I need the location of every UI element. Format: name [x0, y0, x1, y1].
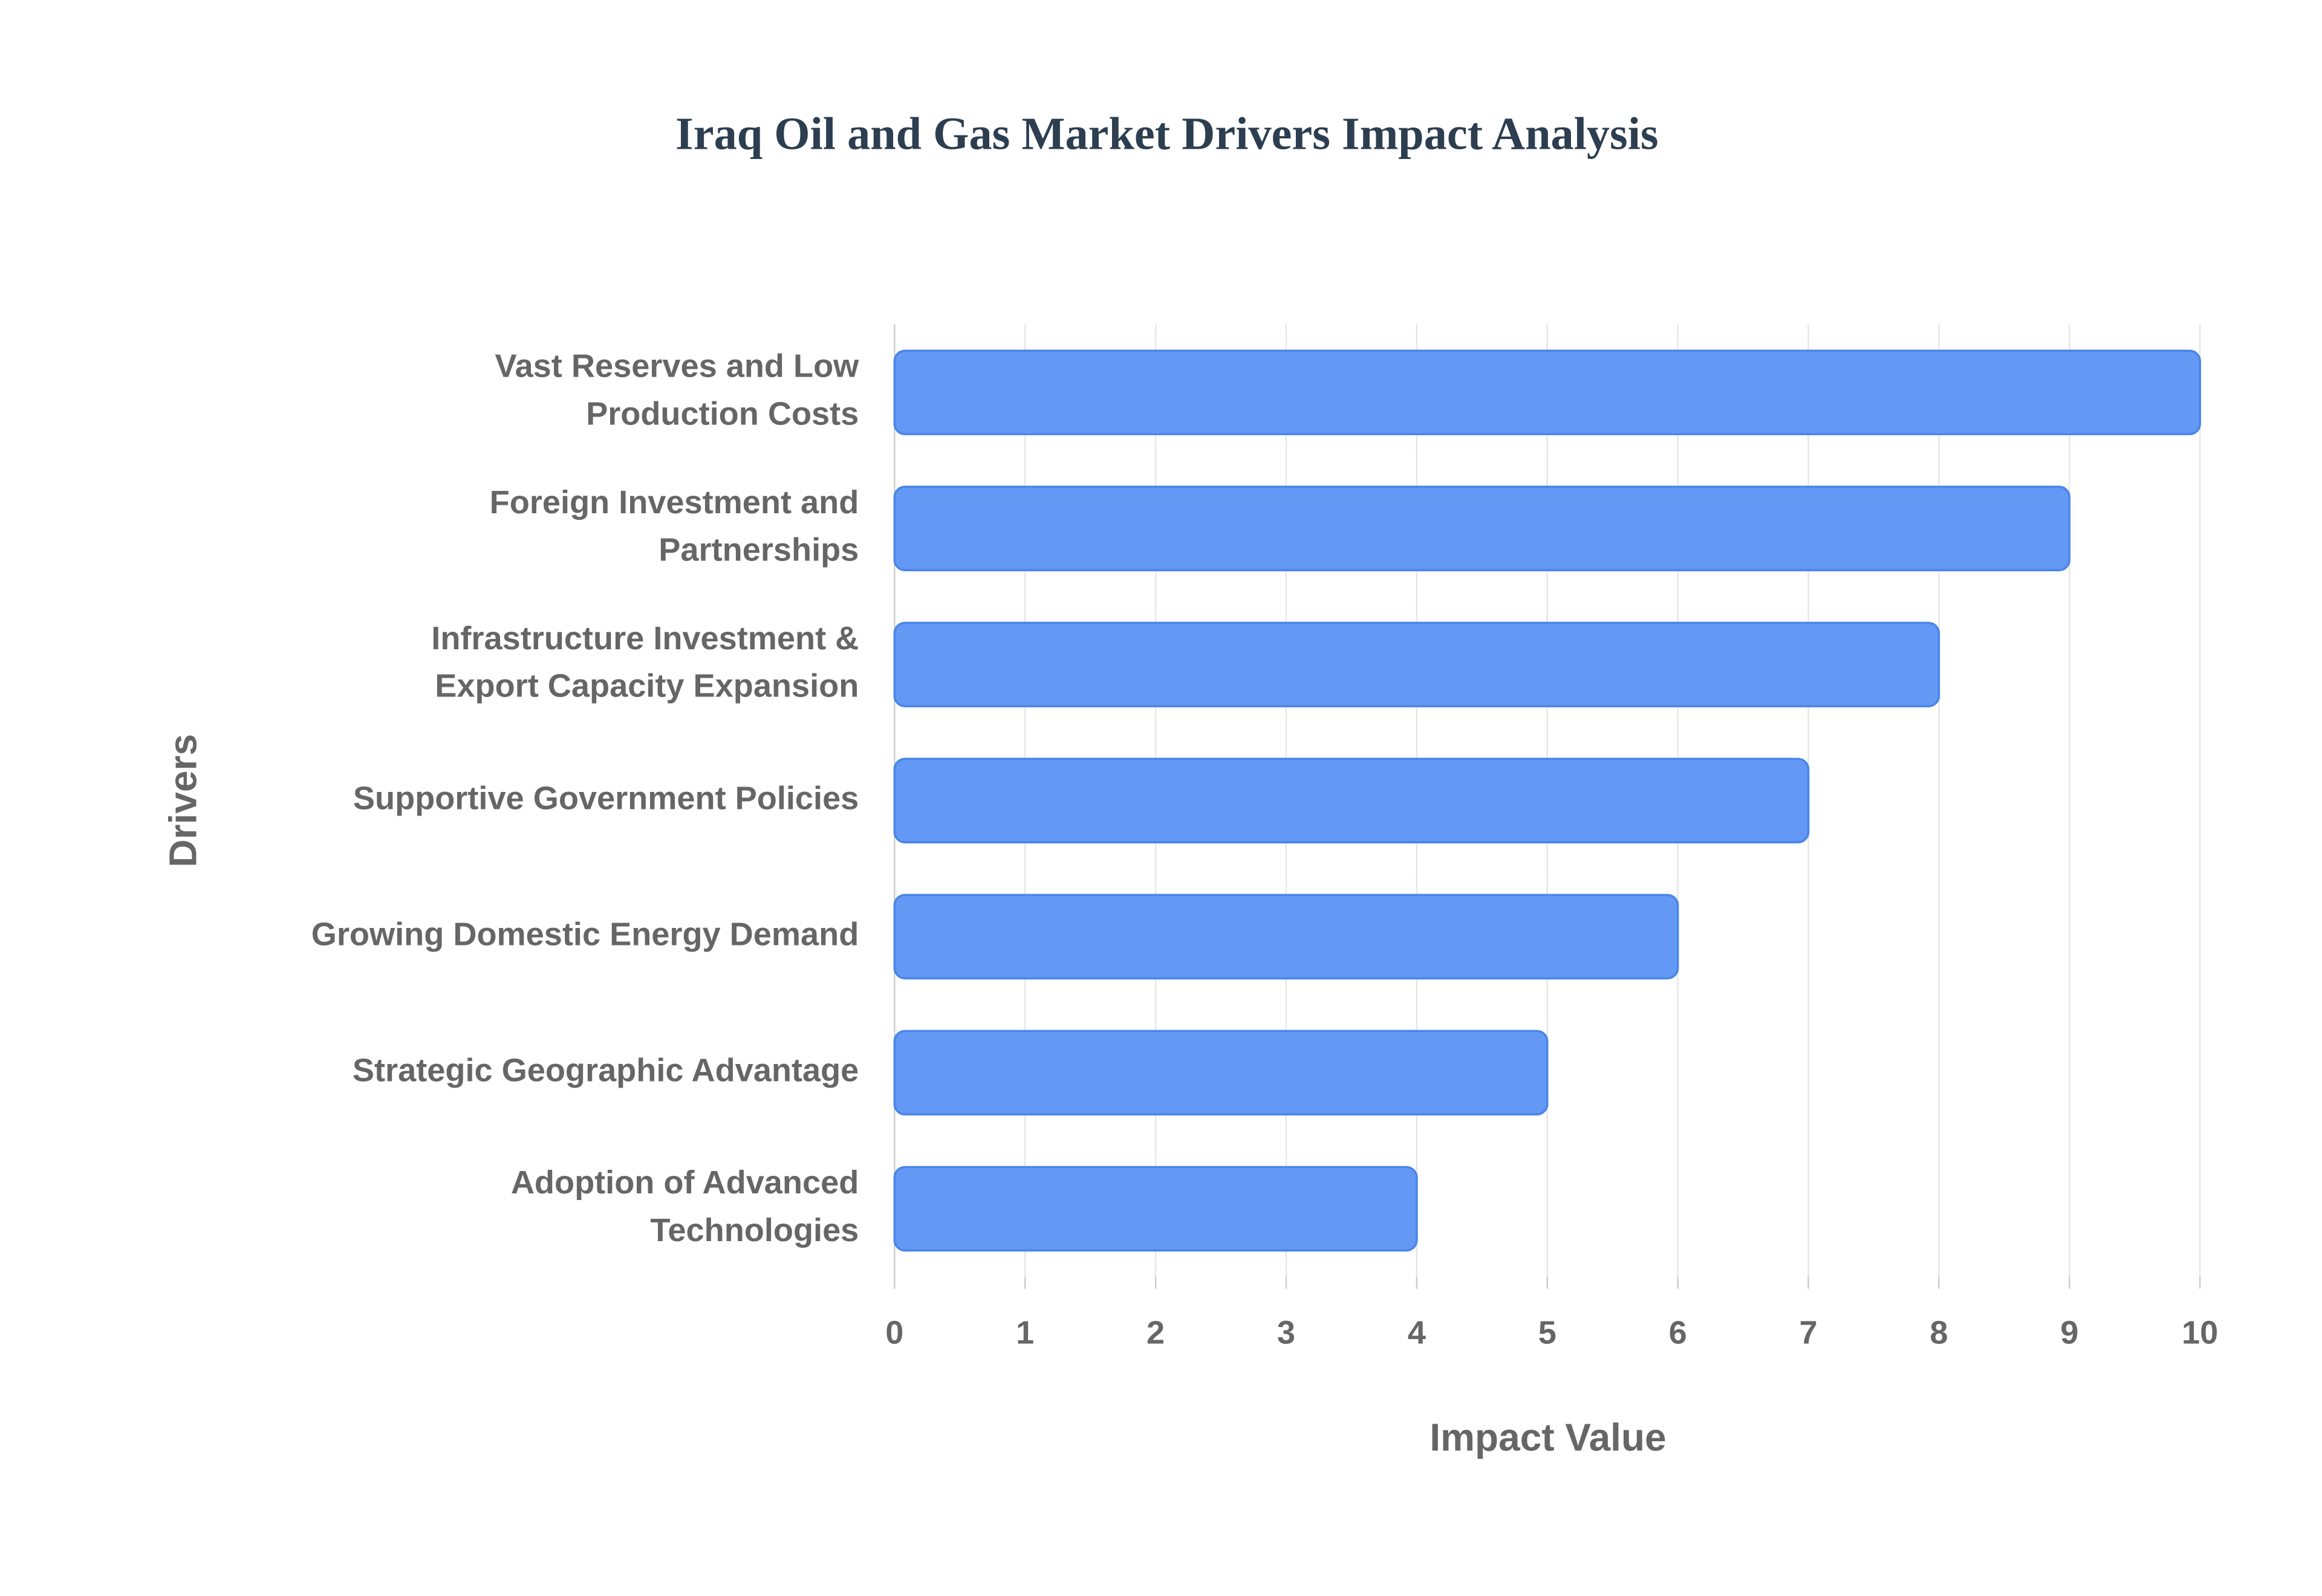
- x-tick-label: 6: [1669, 1314, 1687, 1351]
- x-tick-label: 3: [1277, 1314, 1295, 1351]
- y-tick-label: Vast Reserves and Low Production Costs: [495, 348, 859, 432]
- x-tick-label: 7: [1799, 1314, 1817, 1351]
- y-tick-label: Foreign Investment and Partnerships: [490, 484, 859, 568]
- bar: [893, 1166, 1418, 1252]
- chart-title: Iraq Oil and Gas Market Drivers Impact A…: [675, 108, 1659, 159]
- x-tick-label: 10: [2182, 1314, 2218, 1351]
- bar: [893, 894, 1679, 980]
- x-tick-label: 4: [1408, 1314, 1426, 1351]
- x-tick-label: 5: [1538, 1314, 1556, 1351]
- y-tick-label: Strategic Geographic Advantage: [353, 1053, 859, 1089]
- x-tick-label: 2: [1146, 1314, 1165, 1351]
- x-tick-label: 1: [1016, 1314, 1034, 1351]
- x-tick-label: 0: [885, 1314, 903, 1351]
- y-tick-label: Growing Domestic Energy Demand: [311, 916, 859, 953]
- bar: [893, 485, 2071, 571]
- y-tick-label: Adoption of Advanced Technologies: [511, 1164, 859, 1248]
- y-tick-label: Infrastructure Investment & Export Capaci…: [431, 620, 859, 704]
- x-tick-label: 8: [1930, 1314, 1948, 1351]
- bar: [893, 349, 2201, 435]
- y-axis-title: Drivers: [161, 734, 205, 868]
- bar: [893, 757, 1810, 844]
- x-axis-title: Impact Value: [1429, 1416, 1666, 1459]
- bar: [893, 621, 1940, 708]
- bar: [893, 1030, 1549, 1116]
- y-tick-label: Supportive Government Policies: [353, 780, 859, 817]
- x-tick-label: 9: [2060, 1314, 2078, 1351]
